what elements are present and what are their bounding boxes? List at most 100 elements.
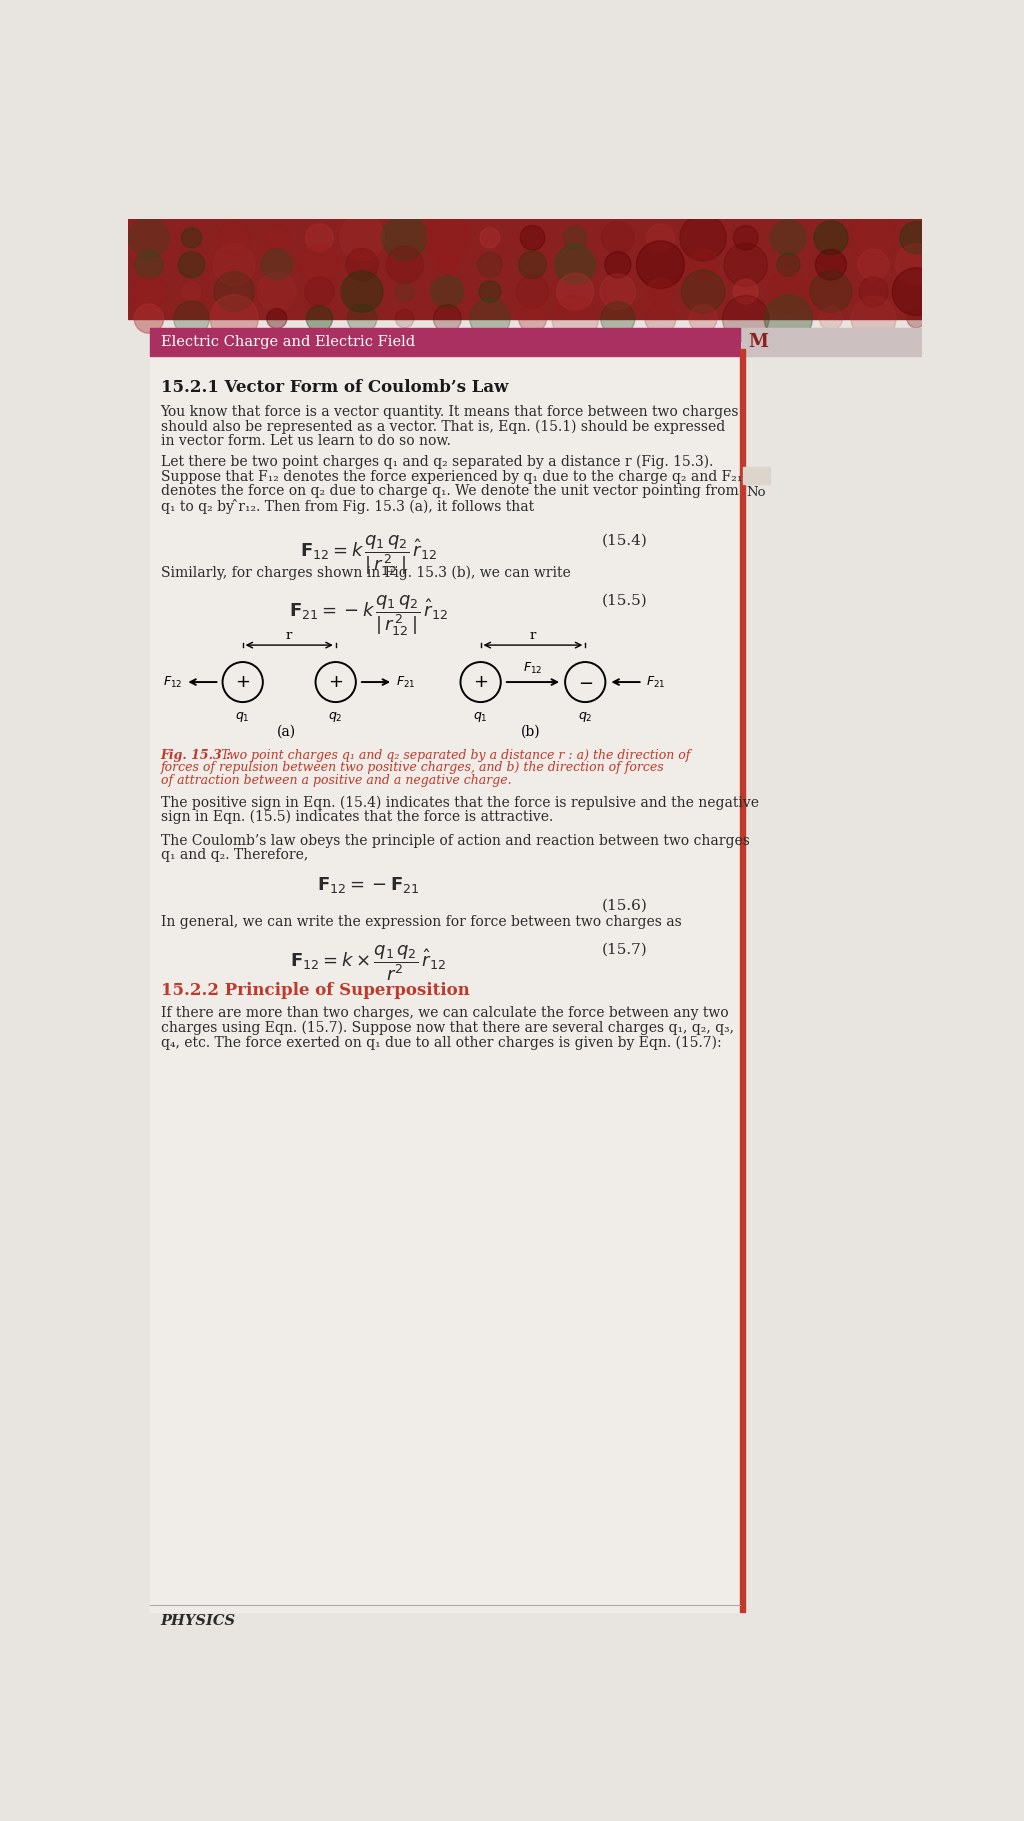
Circle shape [516, 275, 549, 308]
Circle shape [218, 222, 251, 253]
Text: r: r [529, 628, 537, 643]
Text: (15.4): (15.4) [601, 534, 647, 548]
Text: $\mathbf{F}_{12} = k\,\dfrac{q_1\,q_2}{|\,r_{12}^{\,2}\,|}\,\hat{r}_{12}$: $\mathbf{F}_{12} = k\,\dfrac{q_1\,q_2}{|… [300, 534, 436, 579]
Circle shape [181, 228, 202, 248]
Text: +: + [236, 674, 250, 690]
Text: should also be represented as a vector. That is, Eqn. (15.1) should be expressed: should also be represented as a vector. … [161, 419, 725, 433]
Text: If there are more than two charges, we can calculate the force between any two: If there are more than two charges, we c… [161, 1007, 728, 1020]
Circle shape [557, 273, 594, 310]
Circle shape [600, 273, 636, 310]
Circle shape [733, 226, 758, 249]
Bar [150, 328, 740, 355]
Circle shape [858, 249, 889, 280]
Circle shape [601, 222, 634, 253]
Circle shape [724, 244, 767, 286]
Circle shape [210, 295, 258, 342]
Bar [742, 468, 770, 484]
Text: (15.6): (15.6) [601, 898, 647, 912]
Text: charges using Eqn. (15.7). Suppose now that there are several charges q₁, q₂, q₃: charges using Eqn. (15.7). Suppose now t… [161, 1022, 733, 1036]
Circle shape [305, 224, 334, 251]
Circle shape [892, 268, 940, 315]
Circle shape [552, 295, 598, 342]
Circle shape [819, 308, 843, 330]
Text: 15.2.2 Principle of Superposition: 15.2.2 Principle of Superposition [161, 982, 469, 998]
Circle shape [341, 271, 383, 313]
Text: (15.5): (15.5) [601, 594, 647, 608]
Circle shape [814, 220, 848, 255]
Circle shape [382, 215, 427, 260]
Text: r: r [286, 628, 293, 643]
Text: $F_{21}$: $F_{21}$ [646, 674, 666, 690]
Circle shape [689, 304, 717, 333]
Circle shape [346, 248, 378, 280]
Circle shape [767, 270, 810, 313]
Circle shape [213, 244, 255, 286]
Text: (b): (b) [521, 725, 541, 738]
Text: The Coulomb’s law obeys the principle of action and reaction between two charges: The Coulomb’s law obeys the principle of… [161, 834, 750, 849]
Text: q₁ and q₂. Therefore,: q₁ and q₂. Therefore, [161, 849, 308, 863]
Text: Two point charges q₁ and q₂ separated by a distance r : a) the direction of: Two point charges q₁ and q₂ separated by… [217, 748, 690, 761]
Text: of attraction between a positive and a negative charge.: of attraction between a positive and a n… [161, 774, 511, 787]
Circle shape [646, 279, 675, 306]
Circle shape [895, 244, 937, 286]
Circle shape [257, 273, 296, 311]
Circle shape [477, 253, 503, 277]
Circle shape [479, 280, 501, 302]
Text: q₁ to q₂ by ̂r₁₂. Then from Fig. 15.3 (a), it follows that: q₁ to q₂ by ̂r₁₂. Then from Fig. 15.3 (a… [161, 499, 534, 514]
Text: $\mathbf{F}_{12} = -\mathbf{F}_{21}$: $\mathbf{F}_{12} = -\mathbf{F}_{21}$ [317, 876, 420, 896]
Text: $F_{12}$: $F_{12}$ [523, 661, 543, 676]
Circle shape [305, 277, 334, 306]
Circle shape [722, 295, 769, 342]
Circle shape [681, 270, 725, 313]
Circle shape [300, 246, 339, 284]
Circle shape [907, 310, 926, 328]
Bar [128, 219, 922, 319]
Text: $F_{21}$: $F_{21}$ [396, 674, 416, 690]
Text: $\mathbf{F}_{21} = -k\,\dfrac{q_1\,q_2}{|\,r_{12}^{\,2}\,|}\,\hat{r}_{12}$: $\mathbf{F}_{21} = -k\,\dfrac{q_1\,q_2}{… [289, 594, 447, 637]
Circle shape [135, 251, 163, 279]
Text: $q_2$: $q_2$ [578, 710, 593, 723]
Text: Similarly, for charges shown in Fig. 15.3 (b), we can write: Similarly, for charges shown in Fig. 15.… [161, 566, 570, 581]
Bar [740, 350, 744, 1612]
Circle shape [555, 244, 595, 284]
Circle shape [174, 300, 209, 337]
Circle shape [604, 251, 631, 279]
Text: No: No [746, 486, 766, 499]
Text: In general, we can write the expression for force between two charges as: In general, we can write the expression … [161, 916, 681, 929]
Circle shape [182, 282, 201, 300]
Circle shape [851, 297, 896, 341]
Circle shape [395, 282, 414, 300]
Circle shape [480, 228, 500, 248]
Circle shape [347, 304, 377, 333]
Circle shape [340, 215, 385, 260]
Circle shape [129, 219, 169, 259]
Text: $q_1$: $q_1$ [473, 710, 488, 723]
Text: PHYSICS: PHYSICS [161, 1613, 236, 1628]
Circle shape [433, 304, 461, 333]
Text: Suppose that F₁₂ denotes the force experienced by q₁ due to the charge q₂ and F₂: Suppose that F₁₂ denotes the force exper… [161, 470, 742, 484]
Circle shape [424, 215, 471, 260]
Text: in vector form. Let us learn to do so now.: in vector form. Let us learn to do so no… [161, 433, 451, 448]
Circle shape [900, 222, 933, 253]
Circle shape [261, 249, 292, 280]
Circle shape [264, 226, 289, 249]
Circle shape [680, 215, 726, 260]
Bar [741, 328, 922, 355]
Text: +: + [473, 674, 488, 690]
Text: (15.7): (15.7) [601, 943, 647, 958]
Circle shape [520, 226, 545, 249]
Circle shape [395, 310, 414, 328]
Text: $q_1$: $q_1$ [236, 710, 250, 723]
Circle shape [815, 249, 847, 280]
Circle shape [764, 295, 812, 342]
Circle shape [266, 308, 287, 328]
Circle shape [436, 253, 458, 275]
Circle shape [636, 240, 684, 288]
Circle shape [687, 249, 719, 280]
Text: forces of repulsion between two positive charges, and b) the direction of forces: forces of repulsion between two positive… [161, 761, 665, 774]
Text: $\mathbf{F}_{12} = k \times \dfrac{q_1\,q_2}{r^2}\,\hat{r}_{12}$: $\mathbf{F}_{12} = k \times \dfrac{q_1\,… [290, 943, 446, 983]
Text: +: + [329, 674, 343, 690]
Circle shape [134, 304, 164, 333]
Text: You know that force is a vector quantity. It means that force between two charge: You know that force is a vector quantity… [161, 404, 739, 419]
Text: 15.2.1 Vector Form of Coulomb’s Law: 15.2.1 Vector Form of Coulomb’s Law [161, 379, 508, 395]
